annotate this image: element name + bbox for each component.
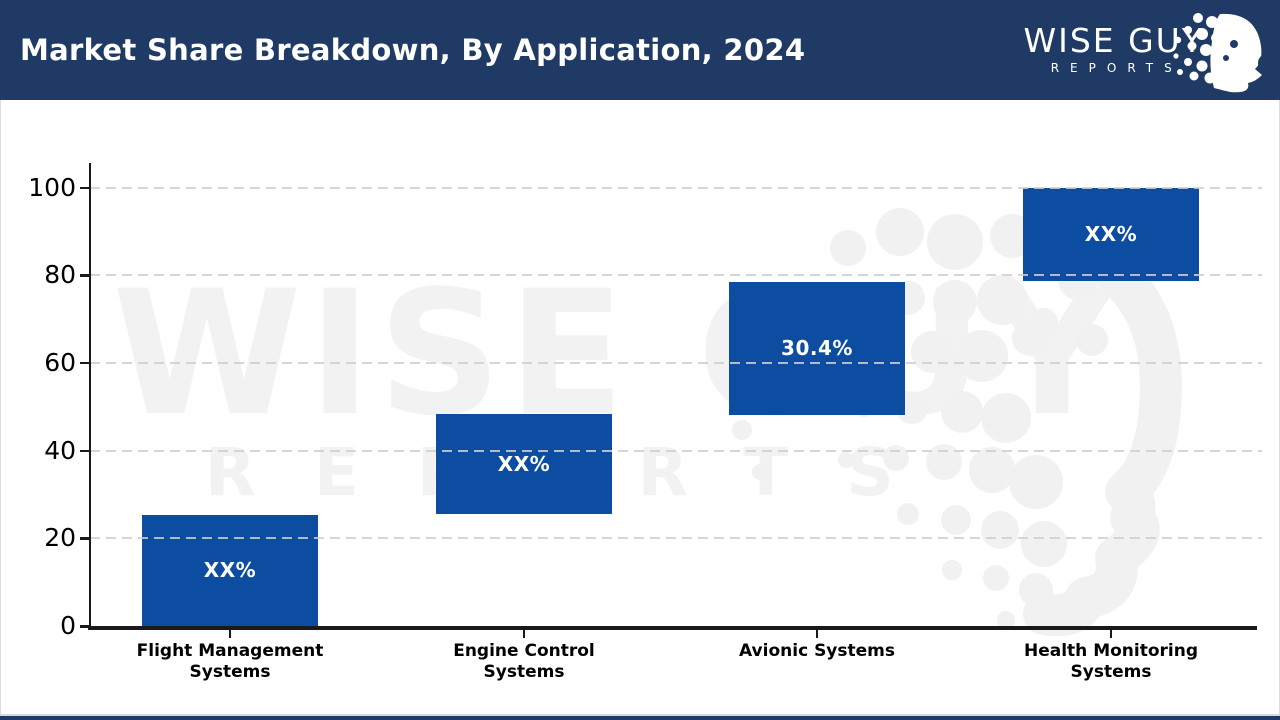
y-tick-mark-40	[80, 449, 89, 453]
bar-flight-management-systems: XX%	[142, 514, 318, 626]
y-tick-mark-0	[80, 625, 89, 628]
bottom-border-line	[0, 714, 1280, 716]
y-tick-label-100: 100	[28, 172, 76, 202]
y-tick-mark-20	[80, 537, 89, 540]
bar-value-label: XX%	[1084, 222, 1138, 247]
x-category-label-line: Engine Control	[453, 641, 595, 661]
x-category-label-line: Flight Management	[136, 641, 324, 661]
x-tick-mark-2	[815, 629, 819, 638]
bar-value-label: XX%	[497, 452, 551, 477]
footer-bar	[0, 716, 1280, 720]
y-tick-label-0: 0	[60, 611, 76, 640]
y-tick-label-40: 40	[44, 435, 76, 465]
y-tick-mark-60	[80, 361, 89, 365]
bar-value-label: XX%	[203, 558, 257, 583]
x-category-label-1: Engine Control Systems	[394, 641, 654, 682]
logo-text: WISE GUY REPORTS	[1023, 24, 1204, 75]
bar-health-monitoring-systems: XX%	[1023, 187, 1199, 281]
bar-avionic-systems: 30.4%	[729, 281, 905, 416]
watermark-dotted-head-icon	[732, 208, 1182, 637]
y-axis-line	[88, 163, 91, 629]
x-category-label-line: Systems	[483, 661, 565, 682]
bar-value-label: 30.4%	[781, 336, 853, 361]
gridline-60	[90, 361, 1262, 364]
bar-engine-control-systems: XX%	[436, 414, 612, 515]
x-axis-line	[88, 626, 1257, 630]
x-tick-mark-0	[228, 629, 232, 638]
x-category-label-2: Avionic Systems	[687, 641, 947, 662]
x-category-label-line: Systems	[189, 661, 271, 682]
gridline-100	[90, 186, 1262, 189]
gridline-20	[90, 537, 1262, 540]
x-tick-mark-3	[1109, 629, 1113, 638]
y-tick-label-20: 20	[44, 523, 76, 553]
chart-title: Market Share Breakdown, By Application, …	[20, 33, 806, 67]
gridline-40	[90, 449, 1262, 452]
y-tick-mark-80	[80, 274, 89, 277]
wiseguy-logo: WISE GUY REPORTS	[1016, 6, 1272, 96]
x-category-label-line: Systems	[1070, 661, 1152, 682]
header-bar: Market Share Breakdown, By Application, …	[0, 0, 1280, 100]
logo-wordmark: WISE GUY	[1023, 21, 1204, 60]
logo-subtext: REPORTS	[1050, 61, 1183, 75]
x-category-label-0: Flight Management Systems	[100, 641, 360, 682]
logo-head-icon	[1173, 13, 1272, 93]
y-tick-label-60: 60	[44, 347, 76, 377]
x-category-label-line: Health Monitoring	[1023, 641, 1199, 661]
x-category-label-3: Health Monitoring Systems	[981, 641, 1241, 682]
x-tick-mark-1	[522, 629, 526, 638]
y-tick-mark-100	[80, 186, 89, 189]
y-tick-label-80: 80	[44, 260, 76, 290]
x-category-label-line: Avionic Systems	[739, 641, 895, 661]
gridline-80	[90, 274, 1262, 277]
